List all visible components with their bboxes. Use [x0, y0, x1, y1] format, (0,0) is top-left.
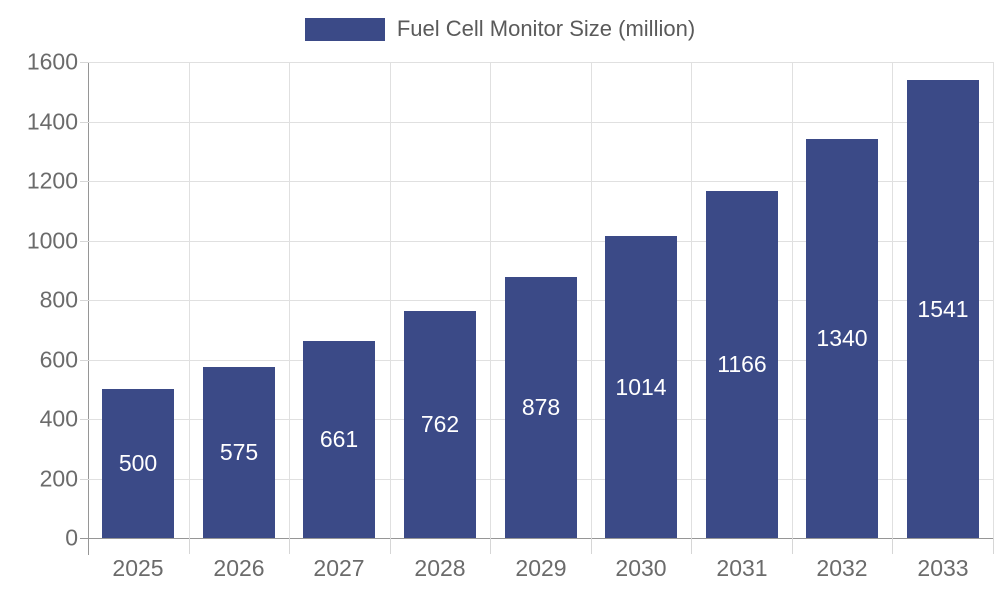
y-tick-mark [80, 181, 88, 182]
legend: Fuel Cell Monitor Size (million) [0, 16, 1000, 42]
x-axis-line [80, 538, 993, 539]
x-tick-label: 2031 [716, 555, 768, 581]
x-tick-label: 2026 [213, 555, 265, 581]
x-tick-mark [189, 538, 190, 554]
bar: 1166 [706, 191, 778, 538]
x-tick-mark [691, 538, 692, 554]
bar: 762 [404, 311, 476, 538]
bar: 1014 [605, 236, 677, 538]
bar-value-label: 1340 [816, 325, 868, 351]
bar-value-label: 661 [319, 426, 359, 452]
bar: 575 [203, 367, 275, 538]
y-tick-mark [80, 300, 88, 301]
x-tick-label: 2030 [615, 555, 667, 581]
bar-value-label: 1541 [917, 295, 969, 322]
gridline-vertical [490, 62, 491, 538]
bar-value-label: 878 [521, 394, 561, 420]
y-tick-label: 200 [39, 465, 78, 492]
gridline-vertical [189, 62, 190, 538]
y-tick-mark [80, 62, 88, 63]
x-tick-label: 2025 [112, 555, 164, 581]
bar: 661 [303, 341, 375, 538]
gridline-vertical [691, 62, 692, 538]
bar-value-label: 500 [118, 450, 158, 476]
y-tick-mark [80, 360, 88, 361]
bar: 500 [102, 389, 174, 538]
bar-value-label: 1014 [615, 373, 667, 400]
gridline-horizontal [88, 62, 993, 63]
y-tick-mark [80, 479, 88, 480]
gridline-vertical [591, 62, 592, 538]
x-tick-label: 2027 [313, 555, 365, 581]
gridline-horizontal [88, 241, 993, 242]
x-tick-label: 2033 [917, 555, 969, 581]
bar: 1340 [806, 139, 878, 538]
x-tick-mark [591, 538, 592, 554]
gridline-vertical [993, 62, 994, 538]
x-tick-label: 2032 [816, 555, 868, 581]
y-tick-label: 0 [65, 524, 78, 551]
x-tick-mark [993, 538, 994, 554]
x-tick-mark [289, 538, 290, 554]
y-tick-mark [80, 419, 88, 420]
x-tick-mark [792, 538, 793, 554]
gridline-vertical [289, 62, 290, 538]
y-tick-mark [80, 241, 88, 242]
x-tick-mark [390, 538, 391, 554]
bar: 878 [505, 277, 577, 538]
y-tick-label: 400 [39, 405, 78, 432]
y-tick-label: 1000 [26, 227, 78, 254]
y-tick-label: 1200 [26, 167, 78, 194]
legend-swatch [304, 17, 385, 41]
gridline-horizontal [88, 181, 993, 182]
x-tick-label: 2029 [515, 555, 567, 581]
y-tick-label: 1600 [26, 48, 78, 75]
gridline-vertical [792, 62, 793, 538]
y-tick-label: 600 [39, 346, 78, 373]
x-tick-label: 2028 [414, 555, 466, 581]
gridline-horizontal [88, 122, 993, 123]
x-tick-mark [490, 538, 491, 554]
bar: 1541 [907, 80, 979, 538]
bar-value-label: 1166 [717, 351, 767, 377]
y-axis-line [88, 62, 89, 555]
legend-label: Fuel Cell Monitor Size (million) [396, 16, 696, 41]
gridline-vertical [390, 62, 391, 538]
bar-value-label: 762 [420, 411, 460, 437]
x-tick-mark [892, 538, 893, 554]
bar-value-label: 575 [219, 439, 259, 465]
plot-area: 500 575 661 762 878 1014 1166 1340 1541 [88, 62, 994, 538]
y-tick-mark [80, 122, 88, 123]
gridline-vertical [892, 62, 893, 538]
y-tick-label: 1400 [26, 108, 78, 135]
y-tick-label: 800 [39, 286, 78, 313]
